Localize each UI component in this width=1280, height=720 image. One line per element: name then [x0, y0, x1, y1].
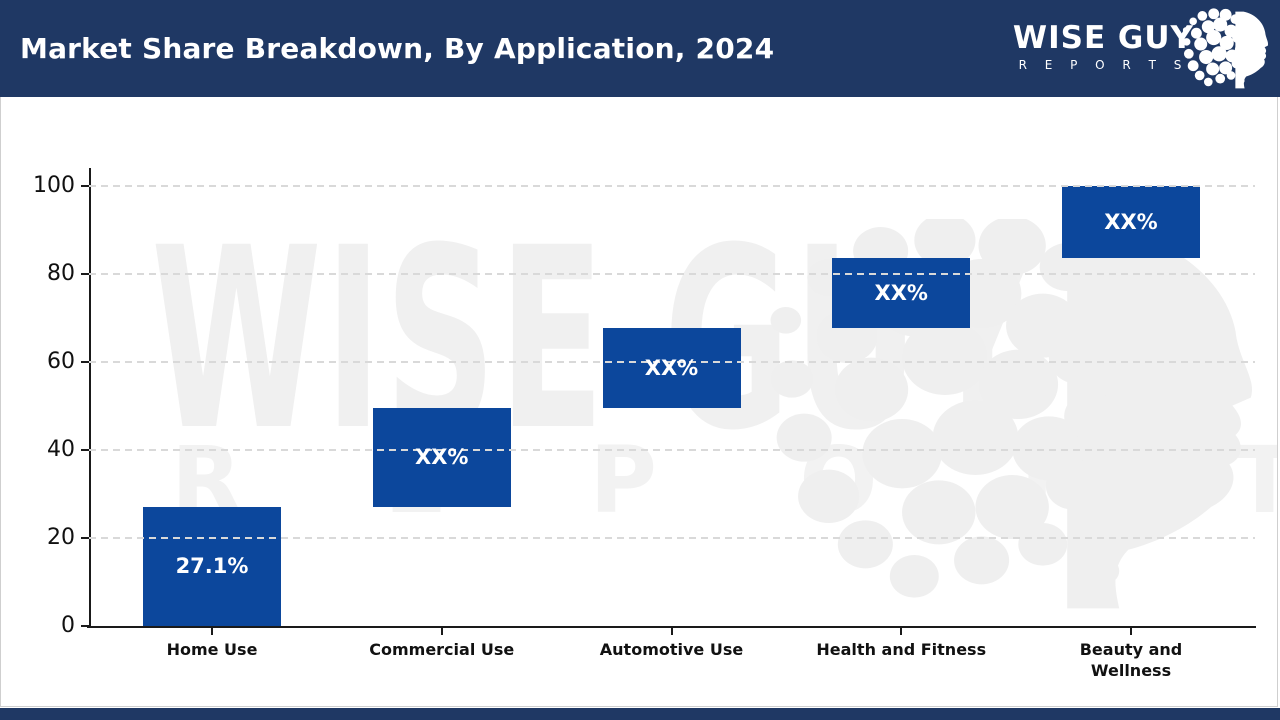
gridline: [89, 272, 1255, 275]
page-title: Market Share Breakdown, By Application, …: [20, 32, 775, 65]
y-axis-tick: [81, 448, 89, 451]
x-category-label: Beauty and Wellness: [1079, 640, 1183, 680]
x-category-label: Health and Fitness: [816, 640, 987, 659]
bar-value-label: XX%: [1104, 209, 1158, 234]
y-axis-tick-label: 0: [61, 613, 75, 638]
brand-name: WISE GUY: [1012, 20, 1194, 56]
x-axis-tick: [670, 628, 673, 635]
brand-logo: WISE GUY R E P O R T S: [1012, 6, 1269, 94]
head-profile-dots-icon: [1182, 8, 1269, 89]
brand-reports-label: R E P O R T S: [1018, 57, 1189, 72]
y-axis-tick: [81, 360, 89, 363]
bar: [143, 506, 281, 626]
y-axis-tick: [81, 184, 89, 187]
watermark-brand-text: WISE GUY: [151, 194, 1037, 485]
bar-value-label: XX%: [415, 445, 469, 470]
gridline: [89, 184, 1255, 187]
chart-card: WISE GUY R E P O R T S 02040608010027.1%…: [0, 97, 1278, 707]
y-axis-tick: [81, 625, 89, 627]
x-category-label: Automotive Use: [599, 640, 744, 659]
watermark-head-profile-dots-icon: [770, 219, 1253, 609]
bar: [602, 327, 741, 408]
x-category-label: Commercial Use: [369, 640, 515, 659]
gridline: [89, 448, 1255, 451]
y-axis-tick: [81, 272, 89, 275]
x-axis-tick: [1130, 628, 1132, 635]
y-axis-tick: [81, 536, 89, 539]
bar-value-label: XX%: [874, 280, 928, 305]
y-axis-tick-label: 20: [47, 524, 75, 550]
x-axis-tick: [900, 628, 903, 635]
y-axis-tick-label: 100: [33, 172, 75, 198]
y-axis-tick-label: 80: [47, 260, 75, 286]
footer-bar: [0, 708, 1280, 720]
bar: [372, 407, 511, 507]
x-axis-tick: [440, 628, 443, 635]
y-axis-tick-label: 40: [47, 436, 75, 462]
brand-wordmark: WISE GUY R E P O R T S: [1013, 22, 1194, 72]
bar-value-label: 27.1%: [175, 554, 249, 579]
x-category-label: Home Use: [166, 640, 258, 659]
x-axis-tick: [211, 628, 213, 635]
gridline: [89, 360, 1255, 363]
y-axis-line: [89, 168, 91, 628]
bar-value-label: XX%: [644, 355, 699, 380]
gridline: [89, 536, 1255, 539]
header-bar: Market Share Breakdown, By Application, …: [0, 0, 1280, 97]
y-axis-tick-label: 60: [47, 348, 75, 374]
x-axis-line: [87, 626, 1256, 628]
